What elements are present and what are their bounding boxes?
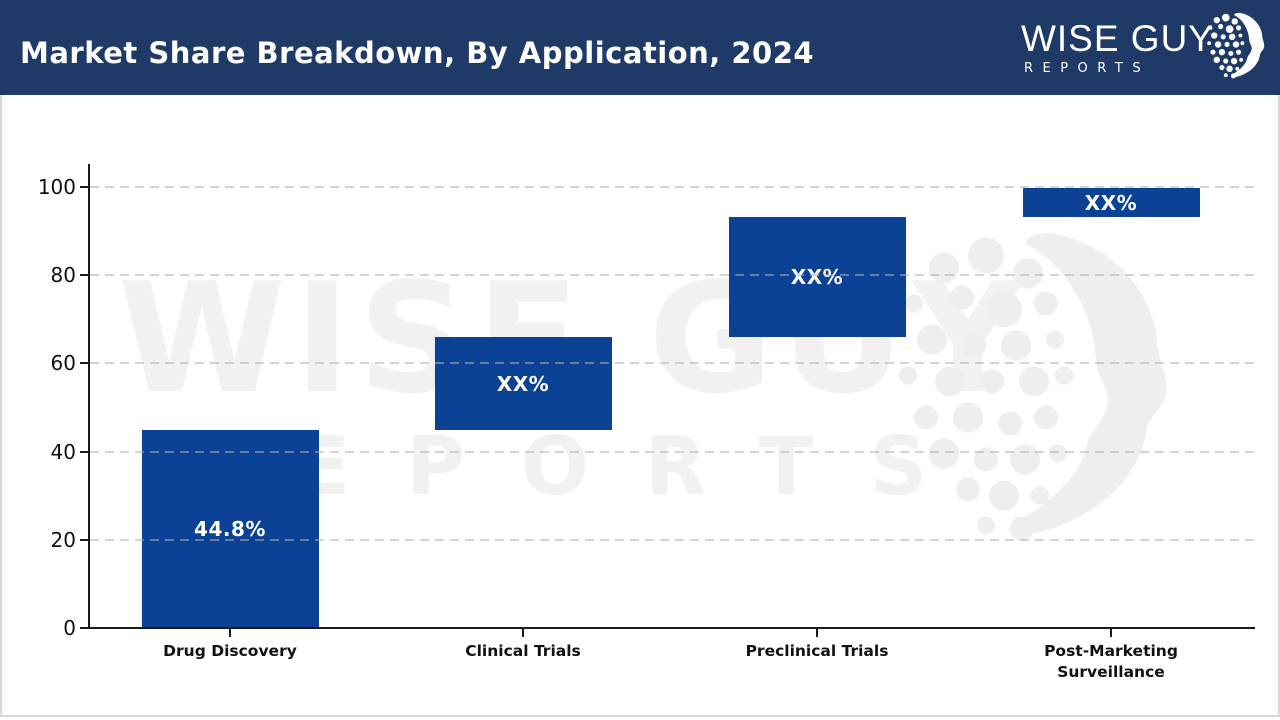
y-tick-label: 0 xyxy=(63,616,76,640)
y-tick-mark xyxy=(80,362,89,365)
y-tick-mark xyxy=(80,274,89,277)
y-axis-line xyxy=(88,164,90,629)
bar-segment: 44.8% xyxy=(141,430,319,628)
x-category-label: Preclinical Trials xyxy=(745,642,889,660)
bar-value-label: XX% xyxy=(496,371,550,396)
y-tick-mark xyxy=(80,186,89,188)
bar-segment: XX% xyxy=(1022,188,1200,217)
y-tick-mark xyxy=(80,450,89,453)
bar-value-label: XX% xyxy=(1084,190,1138,215)
gridline xyxy=(90,450,1255,453)
x-tick-mark xyxy=(816,629,818,637)
brand-subtitle: REPORTS xyxy=(1023,61,1151,76)
gridline xyxy=(90,186,1255,188)
bar-value-label: 44.8% xyxy=(194,517,266,542)
x-tick-mark xyxy=(1110,629,1112,637)
y-tick-label: 60 xyxy=(50,351,76,376)
header-bar: Market Share Breakdown, By Application, … xyxy=(0,0,1280,95)
y-tick-label: 20 xyxy=(50,527,76,552)
x-category-label: Clinical Trials xyxy=(465,642,581,660)
head-dots xyxy=(1207,12,1265,79)
gridline xyxy=(90,538,1255,541)
gridline xyxy=(90,362,1255,365)
brand-name: WISE GUY xyxy=(1020,18,1214,59)
watermark-dotted-head-icon xyxy=(899,233,1167,541)
x-tick-mark xyxy=(229,629,231,637)
bar-segment: XX% xyxy=(728,216,906,337)
gridline xyxy=(90,274,1255,277)
dotted-head-icon xyxy=(1207,12,1265,79)
page-title: Market Share Breakdown, By Application, … xyxy=(20,36,815,70)
brand-logo: WISE GUY REPORTS xyxy=(1021,6,1268,90)
x-tick-mark xyxy=(522,629,524,637)
y-tick-mark xyxy=(80,538,89,541)
y-tick-label: 100 xyxy=(37,175,76,199)
x-category-label: Drug Discovery xyxy=(163,642,297,660)
watermark-head-dots xyxy=(899,233,1167,541)
brand-logo-text: WISE GUY REPORTS xyxy=(1020,18,1214,77)
y-tick-mark xyxy=(80,627,89,629)
x-category-label: Post-Marketing Surveillance xyxy=(1044,642,1178,681)
bar-segment: XX% xyxy=(434,336,612,431)
x-axis-line xyxy=(88,627,1255,629)
y-tick-label: 40 xyxy=(50,439,76,464)
y-tick-label: 80 xyxy=(50,263,76,288)
bar-value-label: XX% xyxy=(790,264,844,289)
